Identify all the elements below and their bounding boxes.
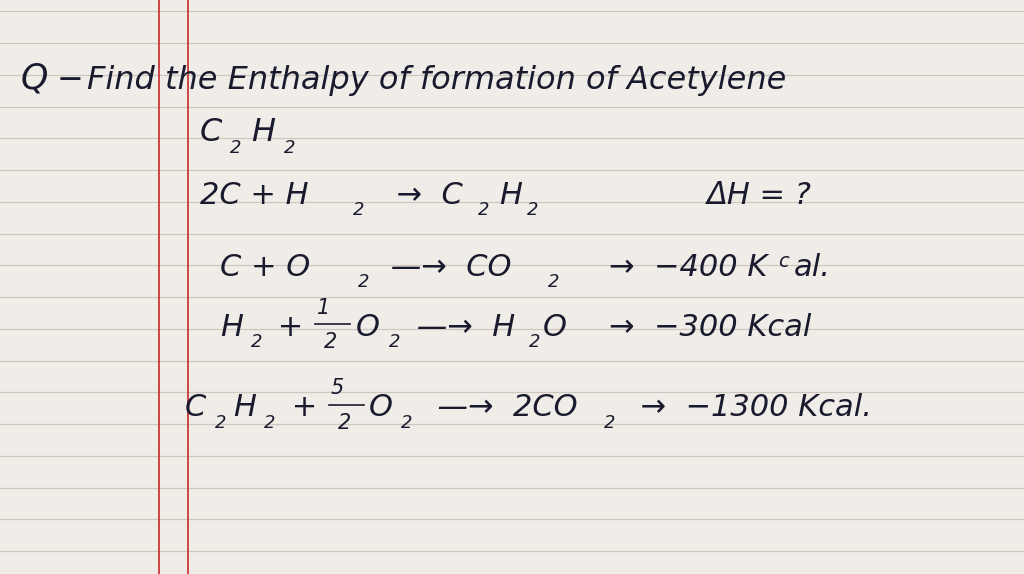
Text: H: H bbox=[220, 313, 243, 342]
Text: 2: 2 bbox=[230, 139, 242, 157]
Text: H: H bbox=[233, 393, 256, 422]
Text: Find the Enthalpy of formation of Acetylene: Find the Enthalpy of formation of Acetyl… bbox=[87, 65, 786, 96]
Text: Q: Q bbox=[20, 62, 48, 96]
Text: +: + bbox=[282, 393, 327, 422]
Text: 2: 2 bbox=[529, 333, 541, 351]
Text: 2: 2 bbox=[353, 201, 365, 219]
Text: C: C bbox=[200, 117, 222, 148]
Text: 5: 5 bbox=[331, 378, 344, 398]
Text: O: O bbox=[543, 313, 566, 342]
Text: —→  H: —→ H bbox=[407, 313, 515, 342]
Text: 1: 1 bbox=[317, 298, 331, 318]
Text: −: − bbox=[56, 65, 83, 96]
Text: 2: 2 bbox=[338, 413, 351, 433]
Text: 2C + H: 2C + H bbox=[200, 181, 308, 210]
Text: 2: 2 bbox=[358, 273, 370, 291]
Text: O: O bbox=[369, 393, 392, 422]
Text: →  −300 Kcal: → −300 Kcal bbox=[609, 313, 812, 342]
Text: O: O bbox=[355, 313, 379, 342]
Text: C: C bbox=[184, 393, 206, 422]
Text: 2: 2 bbox=[389, 333, 400, 351]
Text: 2: 2 bbox=[264, 414, 275, 432]
Text: 2: 2 bbox=[478, 201, 489, 219]
Text: 2: 2 bbox=[604, 414, 615, 432]
Text: al.: al. bbox=[794, 253, 830, 281]
Text: →  C: → C bbox=[377, 181, 463, 210]
Text: H: H bbox=[251, 117, 275, 148]
Text: —→  2CO: —→ 2CO bbox=[418, 393, 578, 422]
Text: 2: 2 bbox=[527, 201, 539, 219]
Text: 2: 2 bbox=[215, 414, 226, 432]
Text: c: c bbox=[778, 252, 788, 271]
Text: C + O: C + O bbox=[220, 253, 310, 281]
Text: 2: 2 bbox=[251, 333, 262, 351]
Text: 2: 2 bbox=[284, 139, 295, 157]
Text: ΔH = ?: ΔH = ? bbox=[707, 181, 812, 210]
Text: —→  CO: —→ CO bbox=[381, 253, 511, 281]
Text: →  −1300 Kcal.: → −1300 Kcal. bbox=[621, 393, 871, 422]
Text: H: H bbox=[499, 181, 521, 210]
Text: →  −400 K: → −400 K bbox=[609, 253, 768, 281]
Text: 2: 2 bbox=[401, 414, 413, 432]
Text: 2: 2 bbox=[324, 332, 337, 352]
Text: 2: 2 bbox=[548, 273, 559, 291]
Text: +: + bbox=[268, 313, 313, 342]
